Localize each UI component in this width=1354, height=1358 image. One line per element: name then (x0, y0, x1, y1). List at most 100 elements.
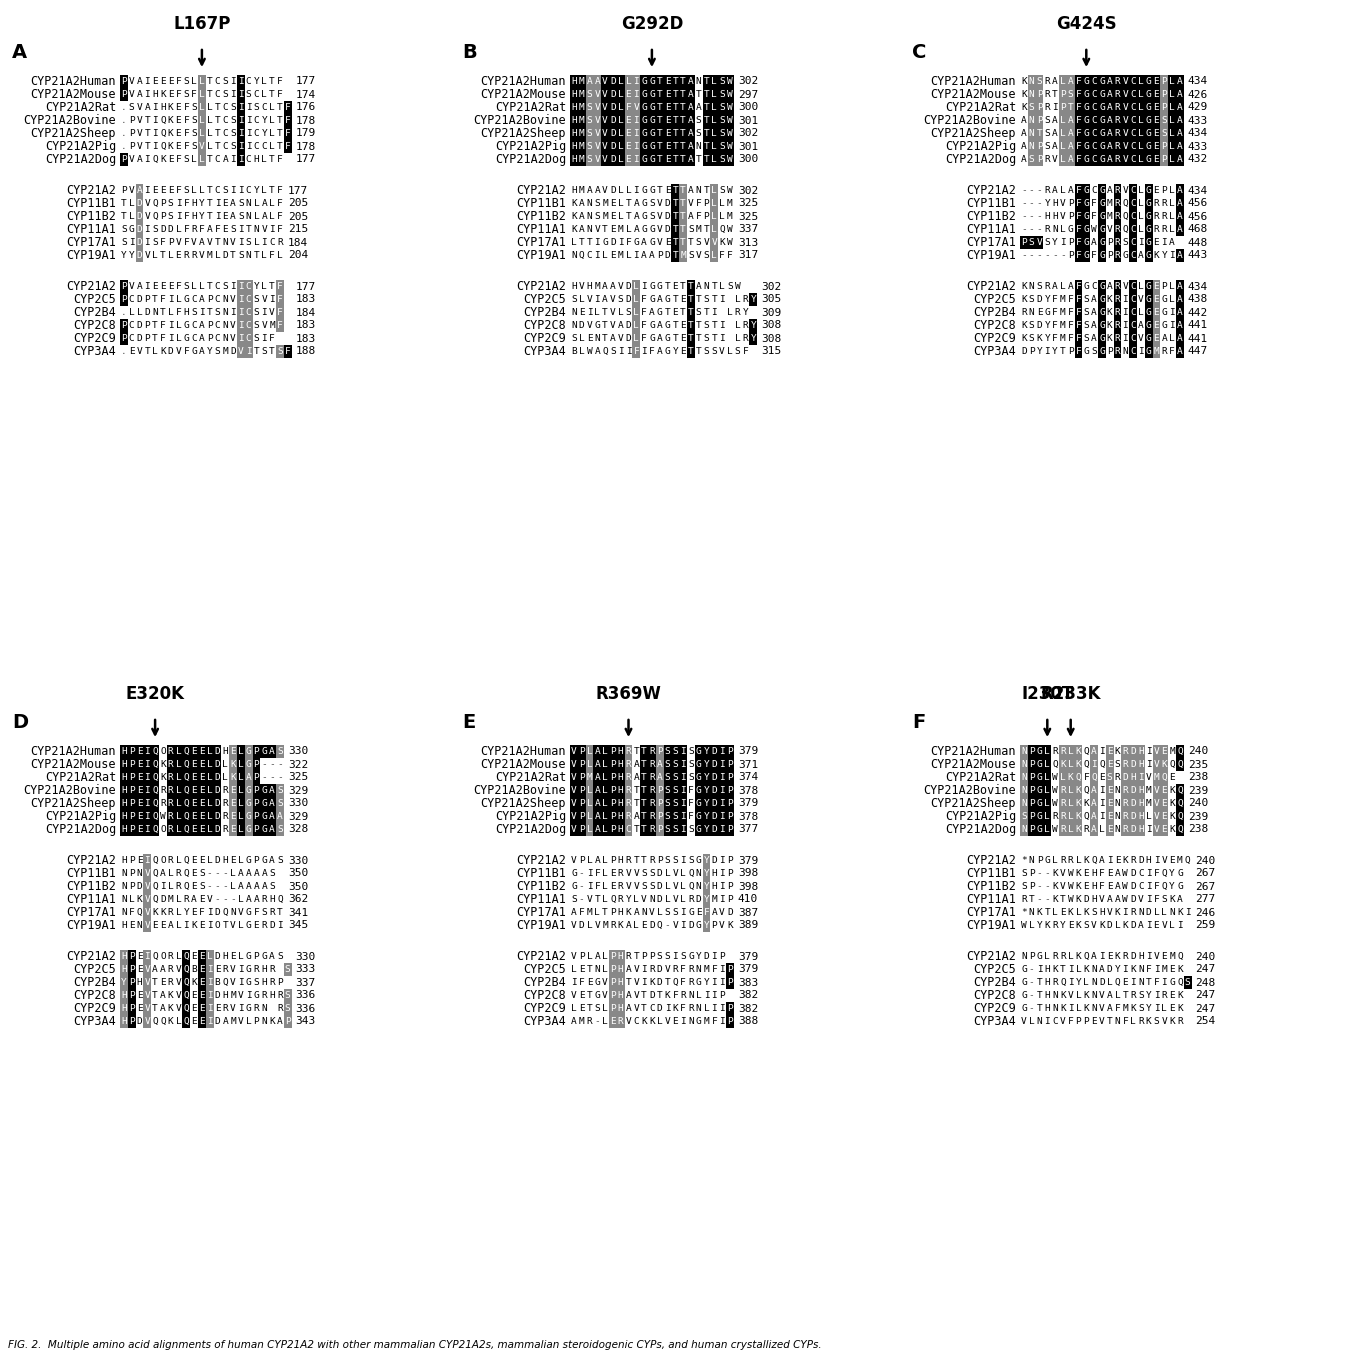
Text: -: - (269, 760, 275, 769)
Text: T: T (160, 308, 165, 316)
Text: L: L (238, 856, 244, 865)
Text: E: E (191, 747, 196, 756)
Text: V: V (571, 921, 577, 930)
Text: W: W (735, 282, 741, 291)
Text: H: H (1052, 212, 1057, 221)
Text: C: C (626, 826, 631, 834)
Text: A: A (586, 186, 593, 196)
Bar (711, 183, 718, 197)
Text: E: E (199, 895, 204, 904)
Text: V: V (571, 991, 577, 999)
Text: I: I (680, 909, 686, 917)
Bar (1129, 236, 1137, 249)
Text: M: M (1170, 747, 1175, 756)
Bar (190, 809, 198, 823)
Text: 176: 176 (295, 102, 315, 113)
Text: T: T (688, 308, 693, 316)
Text: R: R (1177, 1017, 1183, 1027)
Text: R: R (626, 747, 631, 756)
Text: E: E (199, 856, 204, 865)
Text: L: L (1060, 282, 1066, 291)
Text: F: F (594, 869, 600, 879)
Text: R: R (222, 799, 229, 808)
Text: D: D (1131, 952, 1136, 961)
Bar (198, 1002, 206, 1014)
Text: K: K (1075, 869, 1082, 879)
Bar (711, 823, 718, 837)
Bar (726, 75, 734, 88)
Text: L: L (176, 921, 181, 930)
Text: N: N (1122, 348, 1128, 356)
Text: V: V (176, 238, 181, 247)
Text: L: L (1170, 282, 1175, 291)
Text: S: S (284, 991, 291, 999)
Bar (1152, 306, 1160, 319)
Text: G: G (688, 952, 693, 961)
Text: V: V (657, 238, 662, 247)
Bar (578, 809, 585, 823)
Bar (1160, 758, 1169, 771)
Text: A: A (594, 786, 600, 794)
Text: G: G (1099, 282, 1105, 291)
Bar (1152, 280, 1160, 293)
Bar (609, 758, 617, 771)
Text: H: H (1137, 826, 1144, 834)
Text: R: R (253, 966, 260, 974)
Bar (1121, 140, 1129, 153)
Text: D: D (168, 348, 173, 356)
Bar (1177, 223, 1183, 236)
Bar (672, 809, 680, 823)
Text: 379: 379 (738, 952, 758, 961)
Text: I: I (129, 238, 134, 247)
Text: I: I (238, 90, 244, 99)
Text: T: T (688, 348, 693, 356)
Text: N: N (1037, 1017, 1043, 1027)
Bar (624, 809, 632, 823)
Text: H: H (617, 952, 624, 961)
Bar (1129, 280, 1137, 293)
Text: I: I (1185, 909, 1190, 917)
Text: Q: Q (152, 856, 158, 865)
Text: V: V (1099, 1004, 1105, 1013)
Bar (617, 140, 624, 153)
Text: C: C (215, 334, 221, 344)
Text: T: T (688, 282, 693, 291)
Text: I: I (719, 799, 724, 808)
Text: G: G (1083, 115, 1089, 125)
Bar (609, 140, 617, 153)
Text: L: L (634, 334, 639, 344)
Text: E: E (611, 200, 616, 208)
Text: I: I (1137, 348, 1144, 356)
Text: I: I (719, 1017, 724, 1027)
Text: L: L (261, 77, 267, 86)
Text: V: V (1021, 1017, 1026, 1027)
Text: 433: 433 (1187, 115, 1208, 125)
Text: F: F (183, 348, 190, 356)
Bar (680, 771, 686, 784)
Text: V: V (603, 991, 608, 999)
Text: I: I (152, 103, 158, 111)
Bar (624, 140, 632, 153)
Text: 350: 350 (288, 869, 309, 879)
Text: W: W (727, 225, 733, 234)
Text: Y: Y (1162, 251, 1167, 259)
Text: I: I (238, 334, 244, 344)
Bar (135, 210, 144, 223)
Text: P: P (129, 966, 134, 974)
Text: T: T (1037, 129, 1043, 139)
Text: H: H (160, 103, 165, 111)
Text: K: K (1145, 1017, 1151, 1027)
Text: H: H (1044, 978, 1051, 987)
Bar (1082, 197, 1090, 210)
Text: P: P (1162, 186, 1167, 196)
Text: W: W (727, 103, 733, 111)
Text: C: C (1091, 115, 1097, 125)
Text: R: R (278, 1004, 283, 1013)
Text: 387: 387 (738, 907, 758, 918)
Bar (135, 797, 144, 809)
Text: I: I (586, 881, 593, 891)
Text: L: L (1060, 129, 1066, 139)
Text: P: P (121, 186, 127, 196)
Text: D: D (1131, 799, 1136, 808)
Text: K: K (1114, 747, 1120, 756)
